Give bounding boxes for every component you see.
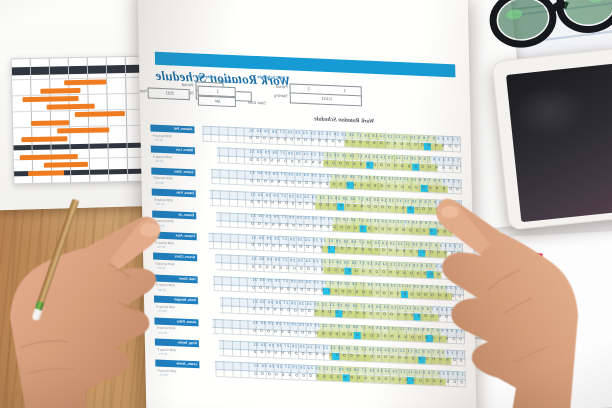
gantt-bar (22, 95, 79, 103)
right-hand (420, 186, 612, 408)
pencil-eraser (30, 308, 43, 322)
gantt-bar (74, 111, 125, 118)
gantt-bar (46, 103, 95, 110)
gantt-bar (31, 120, 70, 126)
gantt-bar (57, 127, 110, 134)
gantt-bar-group (12, 57, 143, 177)
gantt-chart (10, 55, 147, 185)
gantt-bar (64, 79, 107, 86)
left-hand (0, 168, 210, 408)
eyeglasses (481, 0, 612, 56)
gantt-bar (40, 87, 81, 94)
gantt-bar (43, 161, 88, 168)
gantt-bar (21, 136, 68, 143)
